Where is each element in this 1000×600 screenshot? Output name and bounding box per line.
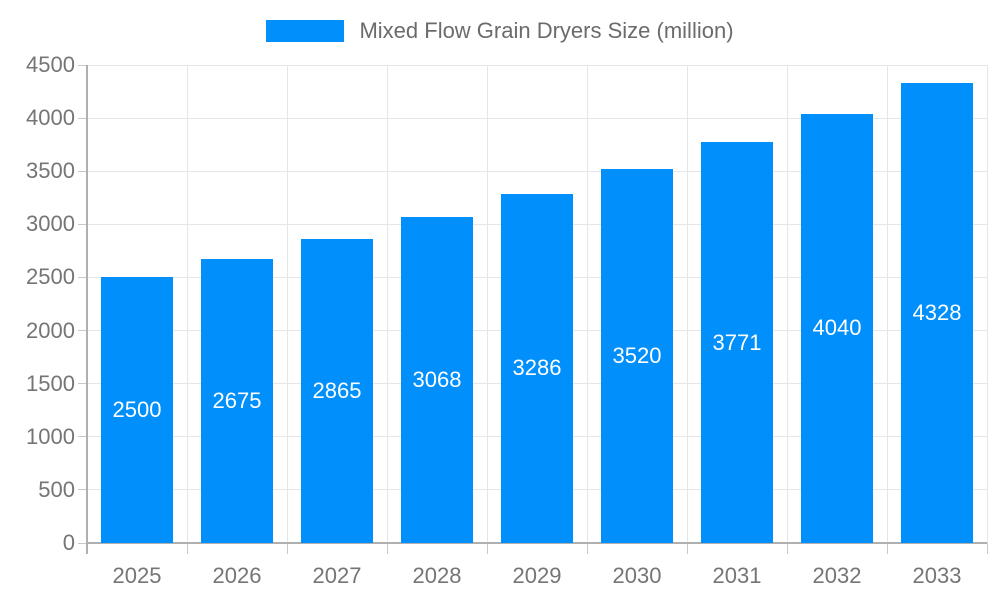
bar[interactable] [801,113,873,543]
y-axis-label: 4000 [26,105,75,131]
h-gridline [87,64,987,66]
bar-value-label: 3771 [712,329,762,355]
y-axis-label: 500 [38,476,75,502]
bar[interactable] [901,83,973,543]
y-tick [78,223,87,225]
bar[interactable] [201,258,273,543]
y-tick [78,330,87,332]
x-tick [886,543,888,554]
y-tick [78,170,87,172]
y-tick [78,117,87,119]
h-gridline [87,117,987,119]
x-tick [386,543,388,554]
v-gridline [786,65,788,543]
y-axis-line [86,65,88,554]
v-gridline [886,65,888,543]
x-tick [786,543,788,554]
y-tick [78,64,87,66]
legend-swatch[interactable] [266,20,345,42]
bar[interactable] [701,142,773,543]
y-axis-label: 2500 [26,264,75,290]
x-tick [186,543,188,554]
bar-value-label: 4040 [812,315,862,341]
y-axis-label: 4500 [26,52,75,77]
x-axis-label: 2027 [312,563,362,588]
y-tick [78,383,87,385]
x-axis-label: 2033 [912,563,962,588]
y-tick [78,436,87,438]
bar[interactable] [601,169,673,543]
x-tick [486,543,488,554]
bar[interactable] [501,193,573,543]
v-gridline [286,65,288,543]
h-gridline [87,170,987,172]
x-tick [986,543,988,554]
bar-value-label: 2865 [312,377,362,403]
x-tick [286,543,288,554]
x-axis-label: 2025 [112,563,162,588]
bar[interactable] [101,277,173,543]
y-tick [78,276,87,278]
x-axis-label: 2026 [212,563,262,588]
legend[interactable]: Mixed Flow Grain Dryers Size (million) [0,16,1000,46]
x-axis-label: 2029 [512,563,562,588]
y-axis-label: 1000 [26,423,75,449]
bar-value-label: 3068 [412,367,462,393]
legend-label: Mixed Flow Grain Dryers Size (million) [359,18,734,43]
bar-value-label: 2675 [212,387,262,413]
y-axis-label: 3000 [26,211,75,237]
bar[interactable] [401,217,473,543]
bar-value-label: 4328 [912,300,962,326]
y-axis-label: 1500 [26,370,75,396]
x-axis-label: 2030 [612,563,662,588]
x-axis-line [87,542,987,544]
x-tick [586,543,588,554]
y-axis-label: 0 [62,530,75,555]
v-gridline [586,65,588,543]
bar-value-label: 3520 [612,343,662,369]
y-axis-label: 2000 [26,317,75,343]
v-gridline [986,65,988,543]
bar-value-label: 3286 [512,355,562,381]
y-axis-label: 3500 [26,158,75,184]
bar[interactable] [301,238,373,543]
v-gridline [486,65,488,543]
x-tick [686,543,688,554]
y-tick [78,542,87,544]
bar-value-label: 2500 [112,397,162,423]
v-gridline [686,65,688,543]
v-gridline [386,65,388,543]
x-axis-label: 2028 [412,563,462,588]
x-axis-label: 2031 [712,563,762,588]
x-axis-label: 2032 [812,563,862,588]
y-tick [78,489,87,491]
v-gridline [186,65,188,543]
